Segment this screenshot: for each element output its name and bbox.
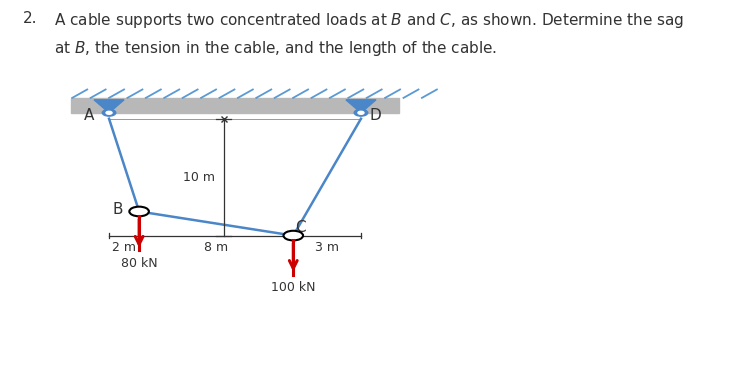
- Text: B: B: [112, 202, 123, 217]
- Text: 2 m: 2 m: [112, 241, 136, 255]
- Text: 8 m: 8 m: [204, 241, 229, 255]
- Text: C: C: [296, 220, 306, 235]
- Bar: [71, 98, 399, 113]
- Text: A cable supports two concentrated loads at $B$ and $C$, as shown. Determine the : A cable supports two concentrated loads …: [54, 11, 684, 30]
- Text: A: A: [83, 108, 94, 123]
- Circle shape: [358, 111, 364, 114]
- Text: 2.: 2.: [23, 11, 37, 26]
- Polygon shape: [346, 100, 376, 113]
- Circle shape: [102, 109, 116, 116]
- Circle shape: [106, 111, 112, 114]
- Text: 100 kN: 100 kN: [271, 281, 316, 294]
- Circle shape: [129, 207, 149, 216]
- Text: at $B$, the tension in the cable, and the length of the cable.: at $B$, the tension in the cable, and th…: [54, 39, 497, 58]
- Text: 3 m: 3 m: [315, 241, 339, 255]
- Circle shape: [284, 231, 303, 240]
- Text: D: D: [370, 108, 382, 123]
- Text: 10 m: 10 m: [183, 171, 215, 184]
- Circle shape: [354, 109, 368, 116]
- Text: 80 kN: 80 kN: [121, 257, 157, 270]
- Polygon shape: [94, 100, 124, 113]
